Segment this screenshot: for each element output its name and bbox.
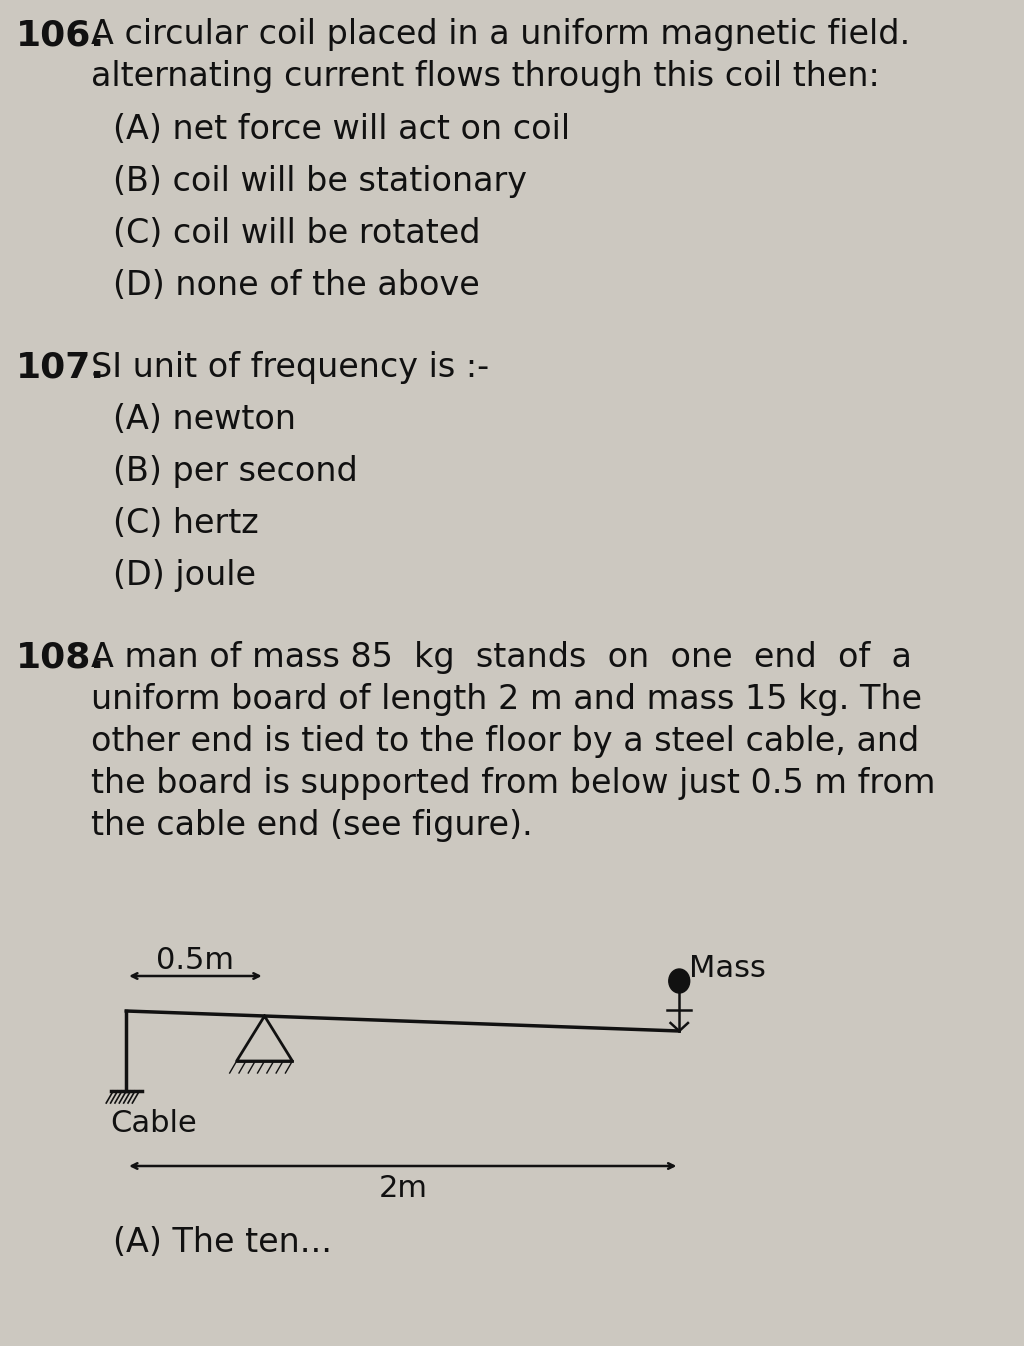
Text: Mass: Mass [689,954,766,983]
Text: alternating current flows through this coil then:: alternating current flows through this c… [91,61,881,93]
Text: 0.5m: 0.5m [157,946,234,975]
Text: (A) The ten...: (A) The ten... [114,1226,332,1259]
Text: A man of mass 85  kg  stands  on  one  end  of  a: A man of mass 85 kg stands on one end of… [91,641,912,674]
Text: SI unit of frequency is :-: SI unit of frequency is :- [91,351,489,384]
Text: the board is supported from below just 0.5 m from: the board is supported from below just 0… [91,767,936,800]
Text: (C) hertz: (C) hertz [114,507,259,540]
Text: other end is tied to the floor by a steel cable, and: other end is tied to the floor by a stee… [91,725,920,758]
Text: 106.: 106. [15,17,104,52]
Text: the cable end (see figure).: the cable end (see figure). [91,809,534,843]
Text: A circular coil placed in a uniform magnetic field.: A circular coil placed in a uniform magn… [91,17,910,51]
Text: (A) newton: (A) newton [114,402,296,436]
Text: (B) coil will be stationary: (B) coil will be stationary [114,166,527,198]
Text: (B) per second: (B) per second [114,455,358,489]
Text: (D) joule: (D) joule [114,559,256,592]
Text: (A) net force will act on coil: (A) net force will act on coil [114,113,570,145]
Text: (D) none of the above: (D) none of the above [114,269,480,302]
Text: 2m: 2m [378,1174,427,1203]
Text: 108.: 108. [15,641,104,674]
Text: Cable: Cable [111,1109,198,1137]
Text: (C) coil will be rotated: (C) coil will be rotated [114,217,480,250]
Text: 107.: 107. [15,351,104,385]
Circle shape [669,969,690,993]
Text: uniform board of length 2 m and mass 15 kg. The: uniform board of length 2 m and mass 15 … [91,682,923,716]
